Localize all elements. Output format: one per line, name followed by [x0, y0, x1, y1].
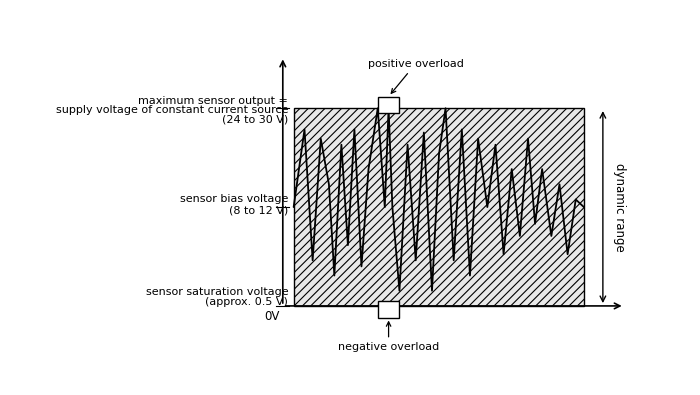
Text: 0V: 0V	[265, 310, 280, 323]
Text: positive overload: positive overload	[368, 59, 463, 93]
Text: (8 to 12 V): (8 to 12 V)	[229, 205, 288, 215]
Bar	[294, 108, 584, 306]
Bar	[378, 96, 399, 113]
Text: (24 to 30 V): (24 to 30 V)	[222, 115, 288, 125]
Text: sensor bias voltage: sensor bias voltage	[180, 194, 288, 205]
Text: (approx. 0.5 V): (approx. 0.5 V)	[205, 297, 288, 307]
Text: maximum sensor output =: maximum sensor output =	[139, 96, 288, 105]
Text: negative overload: negative overload	[338, 322, 439, 352]
Text: dynamic range: dynamic range	[612, 163, 626, 252]
Text: sensor saturation voltage: sensor saturation voltage	[146, 287, 288, 297]
Text: supply voltage of constant current source: supply voltage of constant current sourc…	[56, 105, 288, 115]
Bar	[378, 301, 399, 318]
